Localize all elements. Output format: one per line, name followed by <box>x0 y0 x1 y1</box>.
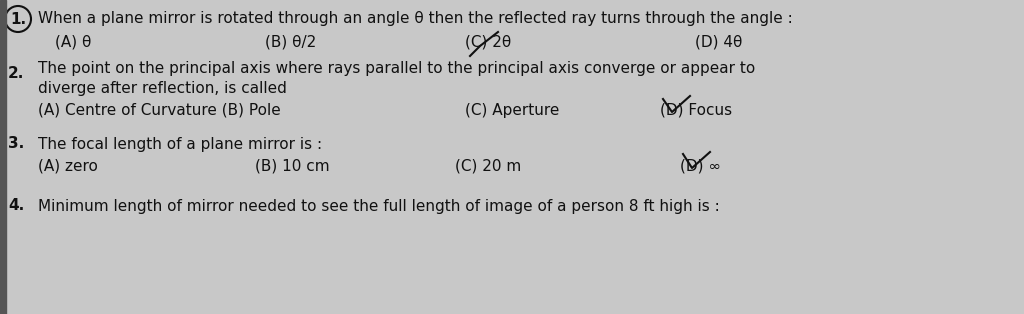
Text: 2.: 2. <box>8 67 25 82</box>
Text: When a plane mirror is rotated through an angle θ then the reflected ray turns t: When a plane mirror is rotated through a… <box>38 10 793 25</box>
Text: diverge after reflection, is called: diverge after reflection, is called <box>38 82 287 96</box>
Text: The point on the principal axis where rays parallel to the principal axis conver: The point on the principal axis where ra… <box>38 62 756 77</box>
Text: (B) θ/2: (B) θ/2 <box>265 35 316 50</box>
Text: (B) 10 cm: (B) 10 cm <box>255 159 330 174</box>
Text: (A) Centre of Curvature (B) Pole: (A) Centre of Curvature (B) Pole <box>38 102 281 117</box>
Text: (A) zero: (A) zero <box>38 159 98 174</box>
Text: (C) 20 m: (C) 20 m <box>455 159 521 174</box>
Text: (C) Aperture: (C) Aperture <box>465 102 559 117</box>
Text: 4.: 4. <box>8 198 25 214</box>
Text: (D) 4θ: (D) 4θ <box>695 35 742 50</box>
Bar <box>0 0 6 314</box>
Text: The focal length of a plane mirror is :: The focal length of a plane mirror is : <box>38 137 323 151</box>
Text: 1.: 1. <box>10 12 26 26</box>
Text: (A) θ: (A) θ <box>55 35 91 50</box>
Text: Minimum length of mirror needed to see the full length of image of a person 8 ft: Minimum length of mirror needed to see t… <box>38 198 720 214</box>
Text: (D) Focus: (D) Focus <box>660 102 732 117</box>
Text: (C) 2θ: (C) 2θ <box>465 35 511 50</box>
Text: (D) ∞: (D) ∞ <box>680 159 721 174</box>
Text: 3.: 3. <box>8 137 25 151</box>
